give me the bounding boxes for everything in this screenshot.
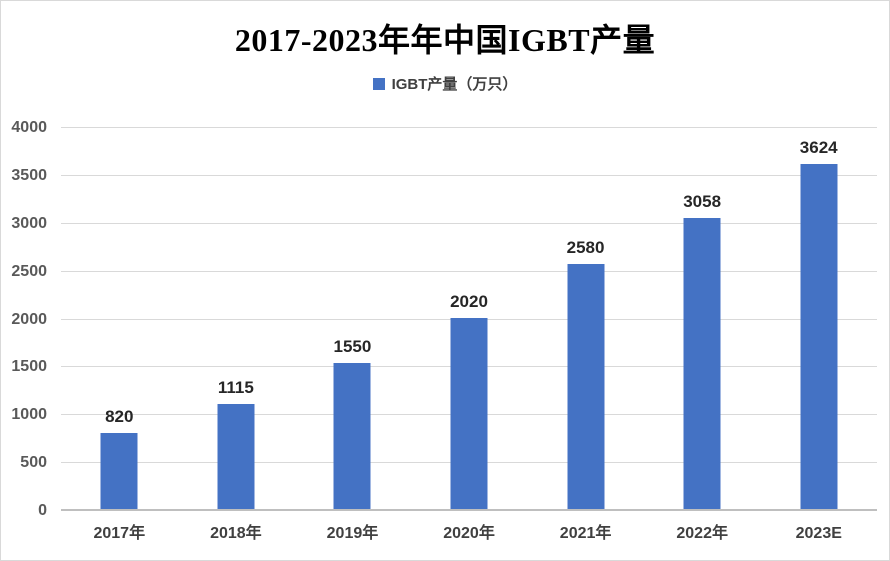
y-tick-label-3000: 3000 bbox=[11, 214, 47, 232]
x-axis-line bbox=[61, 509, 877, 511]
bar-value-label-2021年: 2580 bbox=[566, 237, 605, 257]
gridline-3500 bbox=[61, 174, 877, 176]
y-axis: 0 500 1000 1500 2000 2500 3000 3500 4000 bbox=[1, 120, 47, 519]
bar-value-label-2017年: 820 bbox=[105, 406, 134, 426]
legend-swatch-icon bbox=[372, 77, 385, 90]
y-tick-label-3500: 3500 bbox=[11, 166, 47, 184]
bar-2023E: 3624 bbox=[800, 139, 838, 511]
x-tick-label-2018年: 2018年 bbox=[210, 525, 262, 542]
bar-value-label-2022年: 3058 bbox=[683, 192, 722, 212]
bar-2019年: 1550 bbox=[334, 338, 371, 511]
gridline-4000 bbox=[61, 127, 877, 128]
bar-2017年: 820 bbox=[100, 408, 138, 511]
x-tick-label-2019年: 2019年 bbox=[326, 525, 379, 542]
x-tick-label-2017年: 2017年 bbox=[93, 525, 146, 542]
gridline-2500 bbox=[61, 270, 877, 272]
x-axis: 2017年 2018年 2019年 2020年 2021年 2022年 2023E bbox=[61, 521, 877, 547]
y-tick-label-1500: 1500 bbox=[11, 358, 47, 376]
y-tick-label-2500: 2500 bbox=[11, 262, 47, 280]
legend: IGBT产量（万只） bbox=[1, 73, 889, 94]
y-tick-label-4000: 4000 bbox=[11, 119, 47, 136]
y-tick-label-2000: 2000 bbox=[11, 310, 47, 328]
plot-area: 820 1115 1550 2020 2580 3058 3624 bbox=[61, 127, 877, 511]
bar-value-label-2023E: 3624 bbox=[799, 138, 838, 158]
gridline-3000 bbox=[61, 222, 877, 224]
legend-label: IGBT产量（万只） bbox=[391, 76, 518, 93]
x-tick-label-2022年: 2022年 bbox=[676, 525, 728, 542]
bar-2022年: 3058 bbox=[683, 193, 721, 511]
x-tick-label-2023E: 2023E bbox=[795, 525, 842, 542]
bar-value-label-2019年: 1550 bbox=[333, 336, 372, 356]
bar-value-label-2018年: 1115 bbox=[217, 378, 254, 398]
bar-2018年: 1115 bbox=[217, 379, 255, 511]
x-tick-label-2020年: 2020年 bbox=[443, 525, 495, 542]
bar-2021年: 2580 bbox=[567, 239, 604, 511]
chart-title: 2017-2023年年中国IGBT产量 bbox=[234, 22, 656, 58]
x-tick-label-2021年: 2021年 bbox=[559, 525, 612, 542]
bar-value-label-2020年: 2020 bbox=[450, 291, 488, 311]
y-tick-label-1000: 1000 bbox=[11, 406, 47, 424]
y-tick-label-0: 0 bbox=[38, 502, 47, 519]
y-tick-label-500: 500 bbox=[20, 454, 47, 472]
bar-2020年: 2020 bbox=[450, 293, 488, 511]
